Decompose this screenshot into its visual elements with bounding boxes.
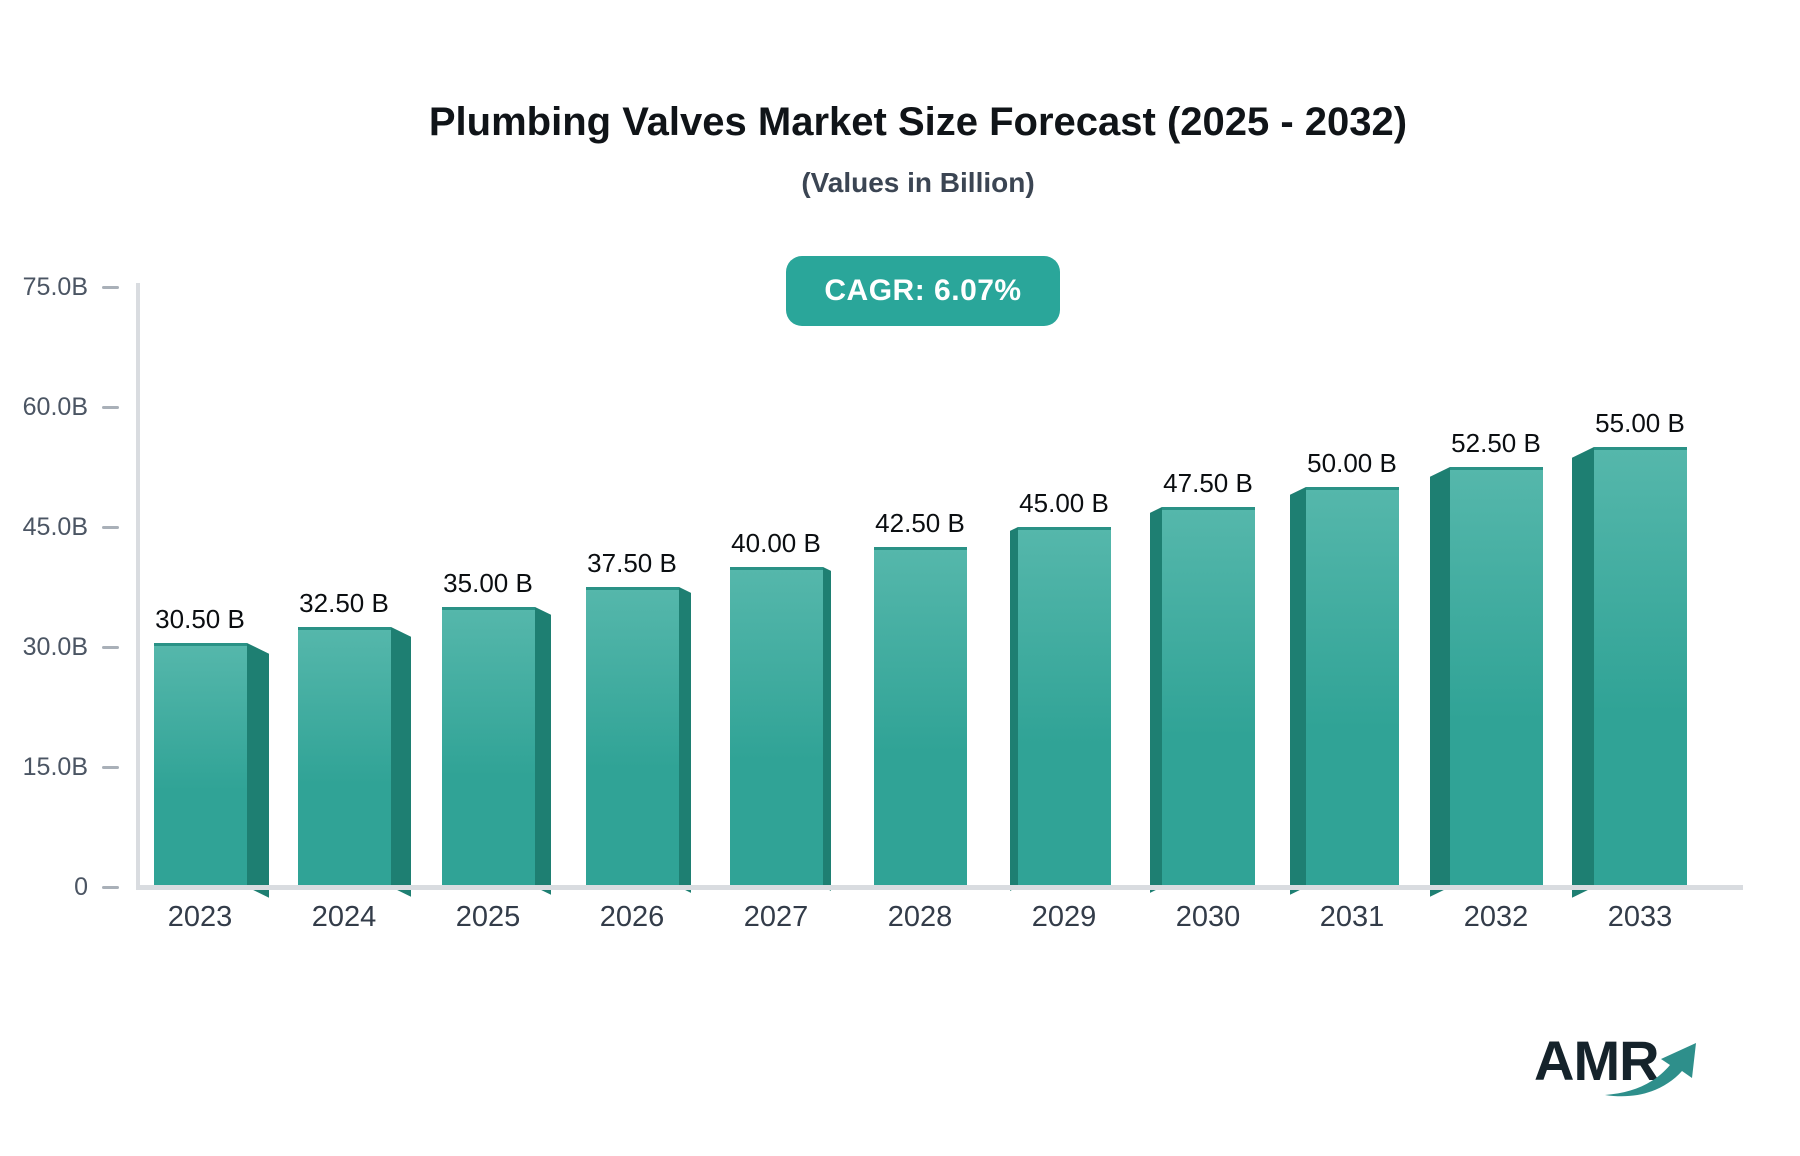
y-axis-tick (102, 766, 119, 769)
y-axis-tick (102, 406, 119, 409)
bar-2024-side[interactable] (390, 627, 411, 897)
x-axis-label-2031: 2031 (1319, 901, 1385, 933)
bar-2023-side[interactable] (246, 643, 269, 898)
amr-logo-text: AMR (1534, 1029, 1660, 1092)
bar-2032[interactable] (1449, 467, 1543, 887)
bar-value-label-2032: 52.50 B (1451, 428, 1541, 458)
bar-value-label-2030: 47.50 B (1163, 468, 1253, 498)
x-axis-label-2026: 2026 (599, 901, 665, 933)
bar-2029-side[interactable] (1009, 527, 1018, 891)
bar-value-label-2025: 35.00 B (443, 568, 533, 598)
bar-2027-side[interactable] (822, 567, 831, 891)
y-axis-tick (102, 646, 119, 649)
x-axis-label-2025: 2025 (455, 901, 521, 933)
bar-2033-side[interactable] (1571, 447, 1594, 898)
x-axis-label-2024: 2024 (311, 901, 377, 933)
bar-value-label-2028: 42.50 B (875, 508, 965, 538)
y-axis-tick-label: 0 (74, 873, 88, 901)
bar-2033[interactable] (1593, 447, 1687, 887)
bar-2028[interactable] (873, 547, 967, 887)
bar-value-label-2023: 30.50 B (155, 604, 245, 634)
bar-2032-side[interactable] (1429, 467, 1450, 897)
x-axis-label-2029: 2029 (1031, 901, 1097, 933)
bar-value-label-2029: 45.00 B (1019, 488, 1109, 518)
y-axis-tick-label: 75.0B (22, 273, 88, 301)
y-axis-tick-label: 30.0B (22, 633, 88, 661)
bar-2023[interactable] (153, 643, 247, 887)
bar-2025-side[interactable] (534, 607, 551, 895)
bar-2030-side[interactable] (1149, 507, 1162, 893)
bar-2025[interactable] (441, 607, 535, 887)
bar-2024[interactable] (297, 627, 391, 887)
y-axis-tick-label: 45.0B (22, 513, 88, 541)
bar-value-label-2027: 40.00 B (731, 528, 821, 558)
y-axis-tick-label: 60.0B (22, 393, 88, 421)
cagr-badge: CAGR: 6.07% (786, 256, 1060, 326)
x-axis-label-2028: 2028 (887, 901, 953, 933)
bar-value-label-2024: 32.50 B (299, 588, 389, 618)
bar-value-label-2026: 37.50 B (587, 548, 677, 578)
amr-logo: AMR (1530, 1022, 1720, 1112)
x-axis-label-2033: 2033 (1607, 901, 1673, 933)
bar-2030[interactable] (1161, 507, 1255, 887)
bar-2026-side[interactable] (678, 587, 691, 893)
bar-2031-side[interactable] (1289, 487, 1306, 895)
chart-subtitle: (Values in Billion) (801, 167, 1035, 198)
x-axis-line (136, 885, 1743, 890)
x-axis-label-2023: 2023 (167, 901, 233, 933)
y-axis-tick-label: 15.0B (22, 753, 88, 781)
bar-2029[interactable] (1017, 527, 1111, 887)
y-axis-tick (102, 286, 119, 289)
bar-value-label-2031: 50.00 B (1307, 448, 1397, 478)
cagr-badge-label: CAGR: 6.07% (824, 274, 1022, 307)
bar-value-label-2033: 55.00 B (1595, 408, 1685, 438)
chart-title: Plumbing Valves Market Size Forecast (20… (428, 100, 1408, 144)
y-axis-line (136, 283, 140, 889)
bar-2026[interactable] (585, 587, 679, 887)
x-axis-label-2030: 2030 (1175, 901, 1241, 933)
y-axis-tick (102, 526, 119, 529)
bar-2027[interactable] (729, 567, 823, 887)
growth-arrow-icon (1605, 1043, 1696, 1097)
bar-2031[interactable] (1305, 487, 1399, 887)
x-axis-label-2027: 2027 (743, 901, 809, 933)
x-axis-label-2032: 2032 (1463, 901, 1529, 933)
y-axis-tick (102, 886, 119, 889)
